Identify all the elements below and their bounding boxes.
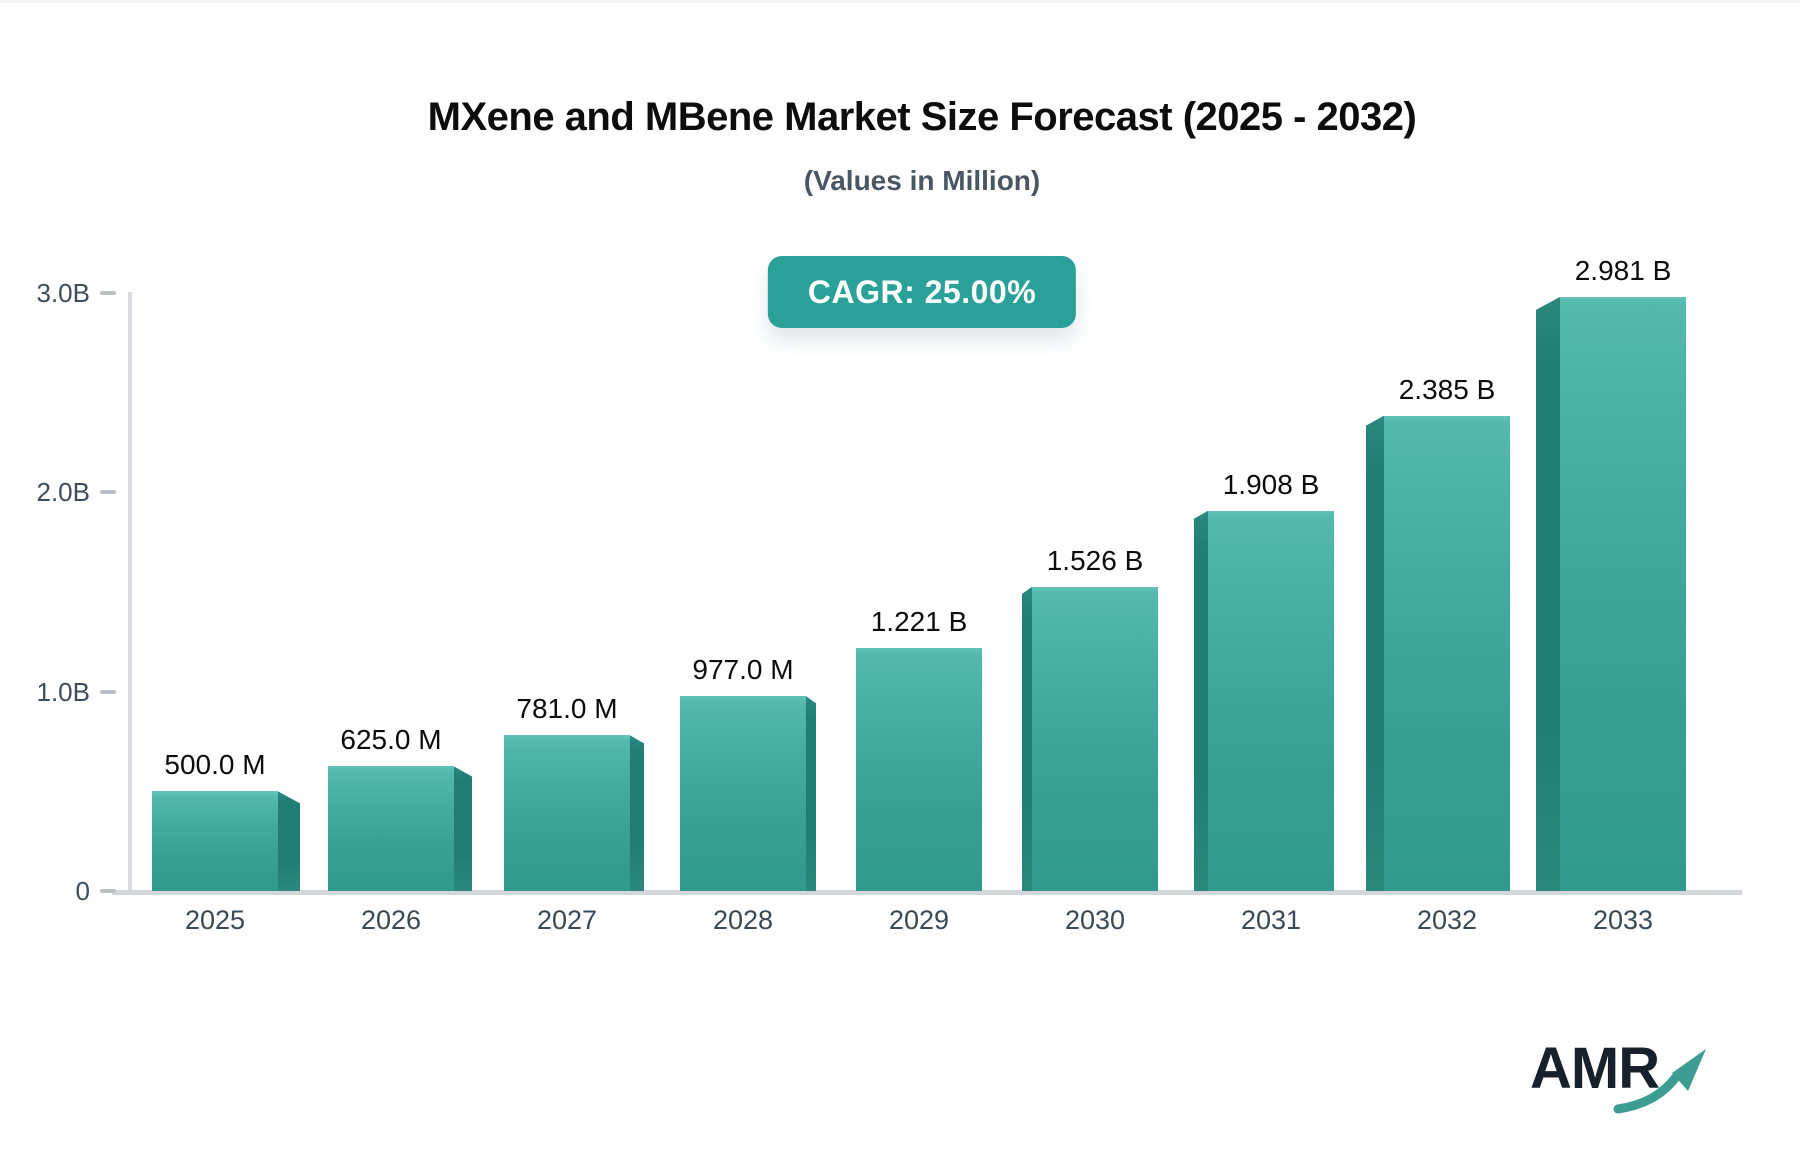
- bar-value-label: 977.0 M: [692, 654, 794, 686]
- bar-side-2033: [1536, 296, 1560, 891]
- bar-side-2027: [630, 735, 644, 891]
- bar-2026: [328, 766, 454, 891]
- chart-subtitle: (Values in Million): [803, 165, 1041, 196]
- bar-value-label: 1.221 B: [870, 605, 968, 637]
- cagr-badge-label: CAGR: 25.00%: [807, 273, 1037, 310]
- bar-2028: [680, 696, 806, 891]
- amr-logo-text: AMR: [1530, 1036, 1660, 1101]
- bar-side-2032: [1366, 415, 1384, 891]
- y-tick-label: 1.0B: [36, 676, 91, 707]
- x-tick-label: 2028: [712, 905, 774, 935]
- x-tick-label: 2033: [1592, 905, 1654, 935]
- bar-side-2030: [1022, 586, 1032, 891]
- y-axis-line: [128, 292, 132, 895]
- y-tick-mark: [100, 490, 116, 495]
- bar-2025: [152, 791, 278, 891]
- bar-value-label: 625.0 M: [340, 724, 442, 756]
- bar-2031: [1208, 510, 1334, 891]
- chart-title: MXene and MBene Market Size Forecast (20…: [427, 95, 1417, 139]
- bar-value-label: 1.908 B: [1222, 468, 1320, 500]
- bar-2033: [1560, 296, 1686, 891]
- amr-logo: AMR: [1530, 1035, 1720, 1131]
- bar-side-2026: [454, 766, 472, 891]
- bar-2029: [856, 647, 982, 891]
- y-tick-mark: [100, 689, 116, 694]
- y-tick-label: 2.0B: [36, 477, 91, 508]
- x-tick-label: 2029: [888, 905, 950, 935]
- bar-value-label: 2.981 B: [1574, 254, 1672, 286]
- bar-side-2025: [278, 791, 300, 891]
- x-tick-label: 2025: [184, 905, 246, 935]
- x-axis-line: [112, 890, 1742, 895]
- y-tick-label: 3.0B: [36, 278, 91, 309]
- bar-side-2031: [1194, 510, 1208, 891]
- y-tick-mark: [100, 889, 116, 893]
- x-tick-label: 2031: [1240, 905, 1302, 935]
- x-tick-label: 2026: [360, 905, 422, 935]
- bar-2027: [504, 735, 630, 891]
- x-tick-label: 2027: [536, 905, 598, 935]
- bar-value-label: 500.0 M: [164, 749, 266, 781]
- bar-value-label: 1.526 B: [1046, 544, 1144, 576]
- bar-value-label: 2.385 B: [1398, 373, 1496, 405]
- bar-2032: [1384, 415, 1510, 891]
- bar-2030: [1032, 586, 1158, 891]
- cagr-badge: CAGR: 25.00%: [767, 256, 1077, 328]
- plot-area: 3.0B 2.0B 1.0B 0 500.0 M 2025 625.0 M 2026 781.0…: [0, 3, 1800, 1159]
- y-tick-mark: [100, 291, 116, 296]
- bar-value-label: 781.0 M: [516, 693, 618, 725]
- x-tick-label: 2032: [1416, 905, 1478, 935]
- x-tick-label: 2030: [1064, 905, 1126, 935]
- growth-arrow-icon: [1613, 1049, 1706, 1114]
- y-tick-label: 0: [75, 876, 90, 906]
- bar-side-2028: [806, 696, 816, 891]
